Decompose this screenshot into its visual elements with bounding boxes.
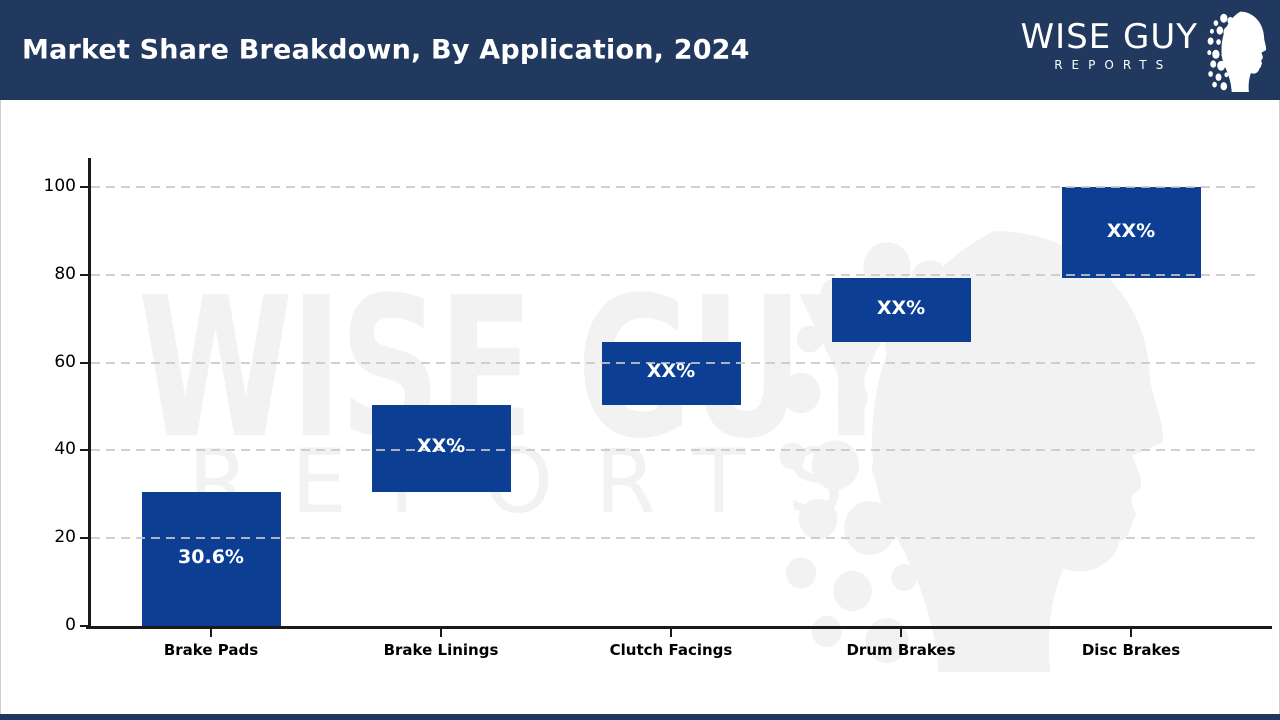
x-tick — [900, 629, 902, 637]
bar-value-label: XX% — [1106, 219, 1156, 242]
gridline — [91, 273, 1256, 276]
y-tick-label: 20 — [54, 527, 76, 548]
x-axis-spine — [86, 626, 1272, 629]
gridline — [91, 537, 1256, 540]
bar-value-label: XX% — [646, 360, 696, 383]
y-tick-label: 60 — [54, 351, 76, 372]
y-tick — [80, 449, 88, 452]
gridline — [91, 361, 1256, 364]
x-tick — [440, 629, 442, 637]
bar-value-label: XX% — [876, 296, 926, 319]
bar-brake-pads — [141, 491, 281, 626]
bar-brake-linings — [371, 404, 511, 492]
y-tick-label: 0 — [65, 615, 76, 635]
gridline — [91, 186, 1256, 188]
logo-text: WISE GUY REPORTS — [1020, 20, 1198, 71]
bar-clutch-facings — [601, 341, 741, 405]
footer-strip — [0, 714, 1280, 720]
y-tick — [80, 361, 88, 364]
logo-reports-text: REPORTS — [1054, 58, 1173, 72]
y-tick-label: 40 — [54, 439, 76, 460]
x-tick — [210, 629, 212, 637]
bar-disc-brakes — [1061, 187, 1201, 279]
gridline — [91, 449, 1256, 452]
x-axis-label: Brake Pads — [163, 641, 259, 659]
header-bar: Market Share Breakdown, By Application, … — [0, 0, 1280, 100]
y-tick — [80, 186, 88, 188]
page-title: Market Share Breakdown, By Application, … — [22, 34, 750, 66]
x-axis-label: Drum Brakes — [846, 641, 956, 659]
watermark-reports-text: REPORTS — [188, 430, 886, 533]
y-tick — [80, 537, 88, 540]
y-axis-spine — [88, 158, 91, 629]
logo-wiseguy-text: WISE GUY — [1020, 17, 1198, 57]
y-tick-label: 100 — [43, 176, 76, 196]
logo-head-icon — [1207, 11, 1267, 92]
bar-value-label: XX% — [416, 435, 466, 458]
y-tick — [80, 625, 88, 627]
x-tick — [1130, 629, 1132, 637]
x-axis-label: Clutch Facings — [609, 641, 733, 659]
bar-drum-brakes — [831, 278, 971, 342]
y-tick-label: 80 — [54, 263, 76, 284]
y-tick — [80, 273, 88, 276]
bar-value-label: 30.6% — [178, 545, 244, 568]
wise-guy-reports-logo: WISE GUY REPORTS — [1020, 4, 1272, 96]
x-axis-label: Disc Brakes — [1081, 641, 1181, 659]
watermark-wiseguy-text: WISE GUY — [138, 255, 902, 482]
x-tick — [670, 629, 672, 637]
x-axis-label: Brake Linings — [383, 641, 499, 659]
